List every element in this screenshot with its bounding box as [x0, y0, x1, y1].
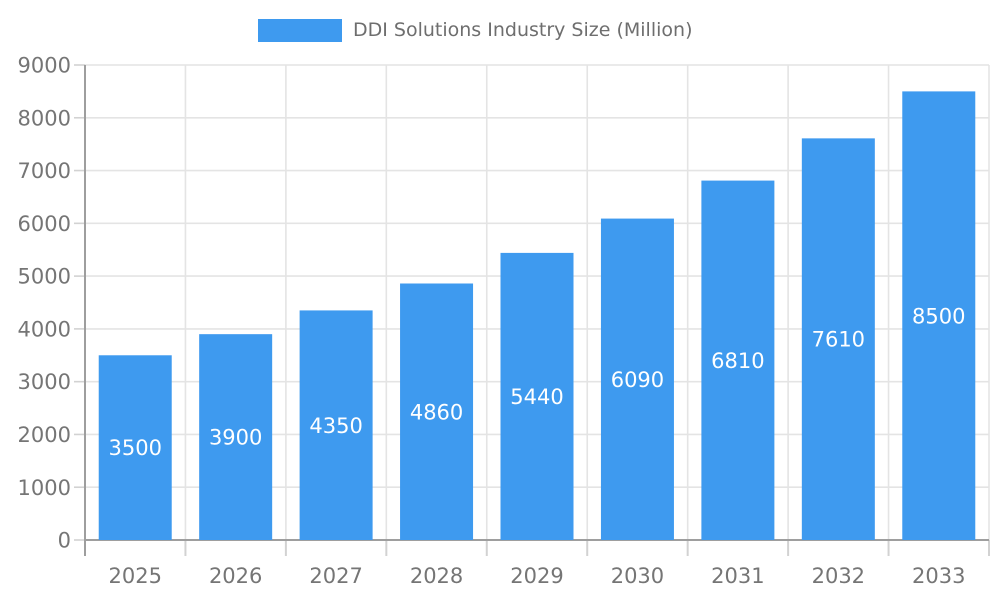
bar-2027 [299, 310, 373, 540]
y-axis-label: 3000 [18, 370, 71, 394]
bar-2029 [500, 252, 574, 540]
legend: DDI Solutions Industry Size (Million) [258, 19, 692, 42]
x-axis-label: 2033 [912, 564, 965, 588]
x-axis-label: 2031 [711, 564, 764, 588]
x-axis-label: 2029 [510, 564, 563, 588]
bar-value-label: 3900 [209, 426, 262, 450]
bar-2032 [801, 138, 875, 540]
bar-value-label: 5440 [510, 385, 563, 409]
bar-2028 [400, 283, 474, 540]
x-axis-label: 2026 [209, 564, 262, 588]
y-axis-label: 4000 [18, 317, 71, 341]
y-axis-label: 2000 [18, 423, 71, 447]
x-axis-label: 2032 [812, 564, 865, 588]
bar-2030 [600, 218, 674, 541]
bar-value-label: 8500 [912, 304, 965, 328]
y-axis-label: 6000 [18, 212, 71, 236]
bar-2026 [199, 334, 273, 540]
y-axis-label: 8000 [18, 106, 71, 130]
x-axis-label: 2028 [410, 564, 463, 588]
y-axis-label: 7000 [18, 159, 71, 183]
bar-2031 [701, 180, 775, 541]
legend-label: DDI Solutions Industry Size (Million) [353, 19, 693, 41]
bar-value-label: 4350 [309, 414, 362, 438]
legend-swatch [258, 19, 342, 42]
y-axis-label: 1000 [18, 476, 71, 500]
y-axis-label: 0 [58, 529, 71, 553]
bar-2025 [98, 355, 172, 540]
bar-value-label: 6090 [611, 368, 664, 392]
x-axis-label: 2027 [309, 564, 362, 588]
y-axis-label: 9000 [18, 54, 71, 78]
bar-value-label: 7610 [812, 328, 865, 352]
bar-value-label: 4860 [410, 400, 463, 424]
bar-2033 [902, 91, 976, 540]
bar-value-label: 6810 [711, 349, 764, 373]
x-axis-label: 2030 [611, 564, 664, 588]
bar-value-label: 3500 [108, 436, 161, 460]
y-axis-label: 5000 [18, 265, 71, 289]
x-axis-label: 2025 [108, 564, 161, 588]
